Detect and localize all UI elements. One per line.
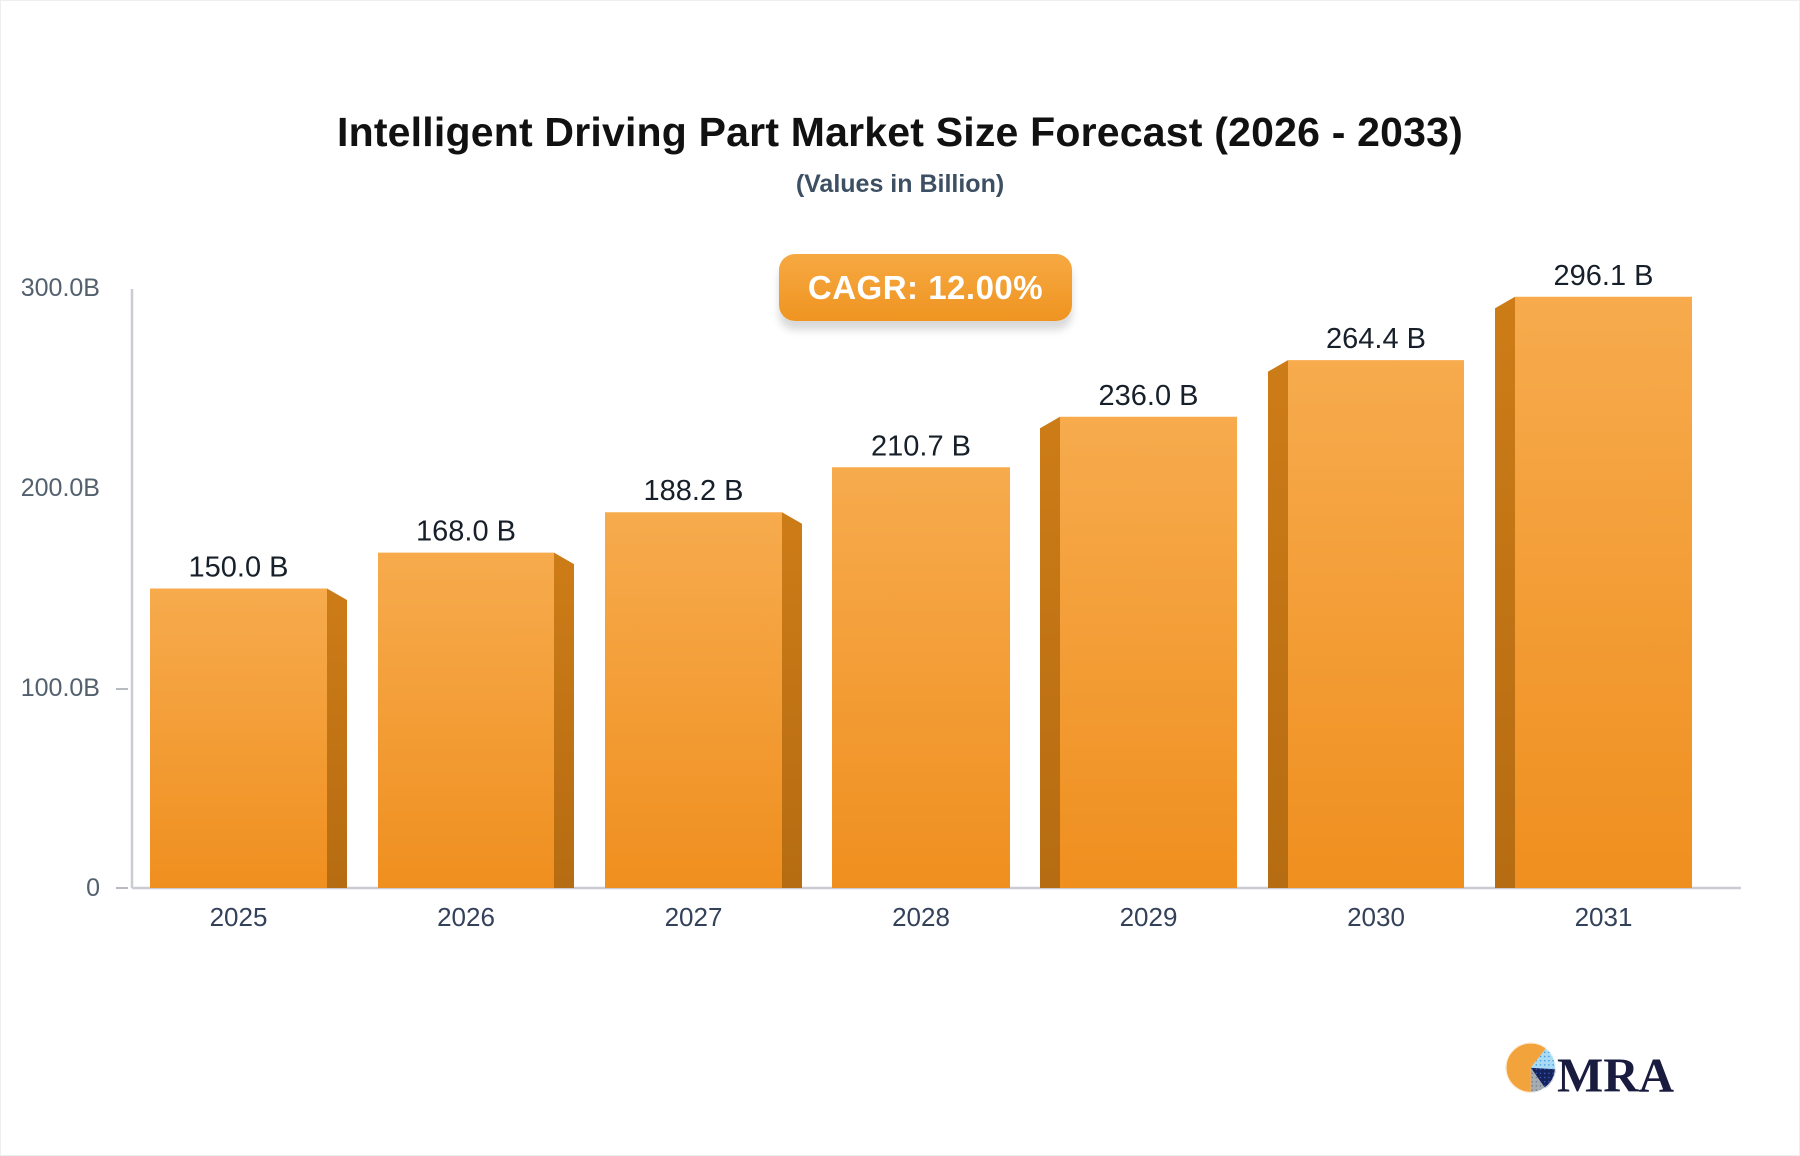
svg-text:MRA: MRA: [1557, 1047, 1675, 1102]
